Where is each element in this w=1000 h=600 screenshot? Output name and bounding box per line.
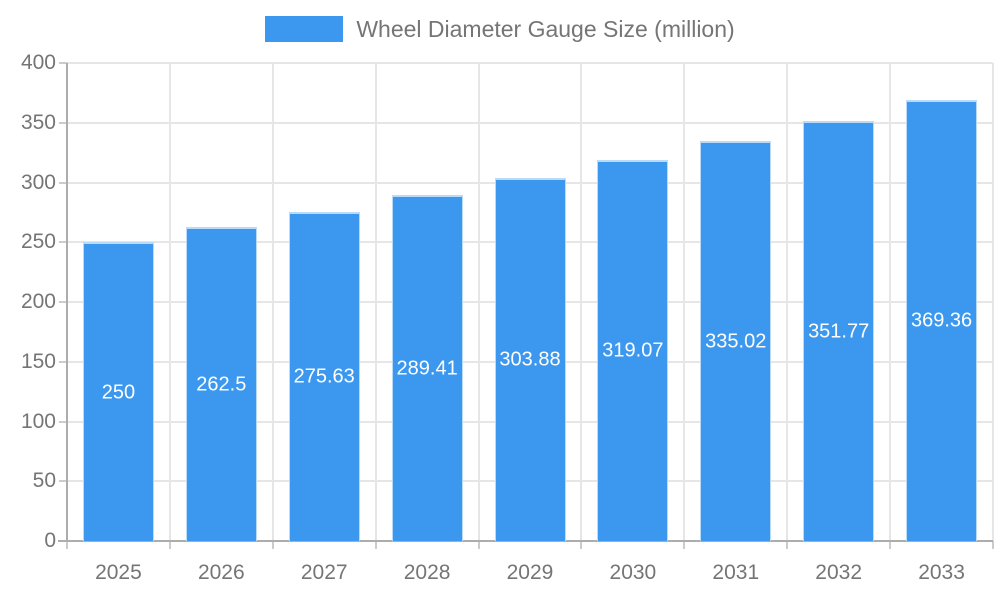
x-gridline [271,63,274,541]
x-axis-tick [168,541,171,549]
bar-value-label: 262.5 [196,373,247,396]
x-axis-tick-label: 2026 [197,561,245,584]
y-gridline [67,121,993,124]
legend-swatch-icon [265,16,344,42]
x-axis-tick [683,541,686,549]
bar-2027[interactable]: 275.63 [288,211,360,541]
y-axis-tick-label: 50 [32,469,56,493]
x-axis-tick-label: 2025 [95,561,142,584]
bar-2026[interactable]: 262.5 [185,227,257,541]
y-gridline [67,62,993,64]
x-axis-tick [271,541,274,549]
y-axis-tick [59,241,67,244]
x-gridline [477,63,480,541]
x-gridline [889,63,892,541]
bar-2030[interactable]: 319.07 [597,159,669,541]
x-gridline [683,63,686,541]
x-axis-tick-label: 2031 [712,561,760,584]
y-axis-tick-label: 200 [20,290,56,313]
bar-value-label: 335.02 [705,330,767,353]
x-axis-tick [66,541,68,549]
x-axis-tick-label: 2028 [403,561,451,584]
y-axis-line [66,63,68,541]
y-axis-tick [59,360,67,363]
x-axis-tick [786,541,789,549]
bar-2028[interactable]: 289.41 [391,195,463,541]
bar-value-label: 275.63 [293,365,355,388]
x-gridline [992,63,994,541]
y-axis-tick [59,121,67,124]
x-axis-tick-label: 2027 [300,561,348,584]
x-gridline [374,63,377,541]
x-axis-tick-label: 2029 [506,561,554,584]
legend[interactable]: Wheel Diameter Gauge Size (million) [0,16,1000,42]
bar-value-label: 289.41 [396,357,458,380]
x-axis-tick [580,541,583,549]
bar-value-label: 369.36 [910,309,973,332]
y-axis-tick [59,181,67,184]
y-axis-tick-label: 400 [20,51,56,74]
bar-2032[interactable]: 351.77 [803,120,875,541]
bar-value-label: 303.88 [499,348,561,371]
bar-2029[interactable]: 303.88 [494,177,566,541]
bar-value-label: 250 [101,381,136,404]
y-axis-tick [59,420,67,423]
x-axis-line [58,540,993,542]
x-gridline [580,63,583,541]
bar-2025[interactable]: 250 [82,242,154,541]
y-axis-tick-label: 150 [20,349,56,373]
x-axis-tick [889,541,892,549]
x-gridline [168,63,171,541]
y-axis-tick-label: 100 [20,409,56,433]
x-gridline [786,63,789,541]
x-axis-tick-label: 2030 [609,561,657,584]
legend-label: Wheel Diameter Gauge Size (million) [356,16,735,42]
y-axis-tick [59,62,67,64]
y-axis-tick-label: 250 [20,230,56,254]
x-axis-tick [992,541,994,549]
y-axis-tick [59,301,67,303]
x-axis-tick-label: 2032 [815,561,863,584]
y-axis-tick-label: 0 [44,529,56,552]
y-axis-tick-label: 350 [20,110,56,134]
x-axis-tick-label: 2033 [918,561,965,584]
bar-value-label: 319.07 [602,339,664,362]
x-axis-tick [477,541,480,549]
y-axis-tick [59,480,67,483]
bar-value-label: 351.77 [808,320,870,343]
x-axis-tick [374,541,377,549]
bar-2031[interactable]: 335.02 [700,140,772,541]
bar-2033[interactable]: 369.36 [906,99,978,541]
y-axis-tick-label: 300 [20,170,56,194]
